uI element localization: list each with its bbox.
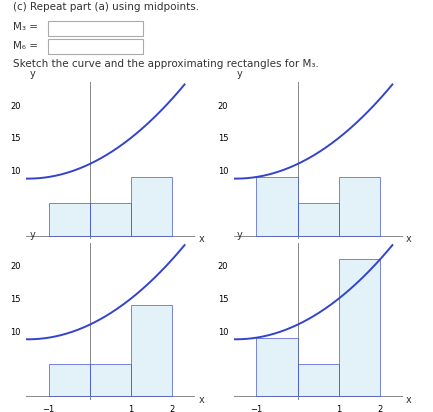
Text: x: x xyxy=(198,395,204,405)
Bar xyxy=(48,21,143,35)
Bar xyxy=(339,177,380,236)
Bar xyxy=(48,39,143,54)
Text: y: y xyxy=(237,69,243,79)
Bar xyxy=(131,177,172,236)
Text: x: x xyxy=(198,234,204,244)
Bar xyxy=(256,177,297,236)
Text: (c) Repeat part (a) using midpoints.: (c) Repeat part (a) using midpoints. xyxy=(13,2,199,12)
Bar xyxy=(297,203,339,236)
Bar xyxy=(48,203,90,236)
Text: y: y xyxy=(237,230,243,240)
Bar xyxy=(297,364,339,396)
Text: y: y xyxy=(29,69,35,79)
Bar xyxy=(131,305,172,396)
Bar xyxy=(256,338,297,396)
Text: M₆ =: M₆ = xyxy=(13,41,38,51)
Bar xyxy=(339,260,380,396)
Bar xyxy=(90,364,131,396)
Text: y: y xyxy=(29,230,35,240)
Text: x: x xyxy=(406,234,412,244)
Text: x: x xyxy=(406,395,412,405)
Bar xyxy=(48,364,90,396)
Text: M₃ =: M₃ = xyxy=(13,22,38,32)
Text: Sketch the curve and the approximating rectangles for M₃.: Sketch the curve and the approximating r… xyxy=(13,59,319,69)
Bar xyxy=(90,203,131,236)
